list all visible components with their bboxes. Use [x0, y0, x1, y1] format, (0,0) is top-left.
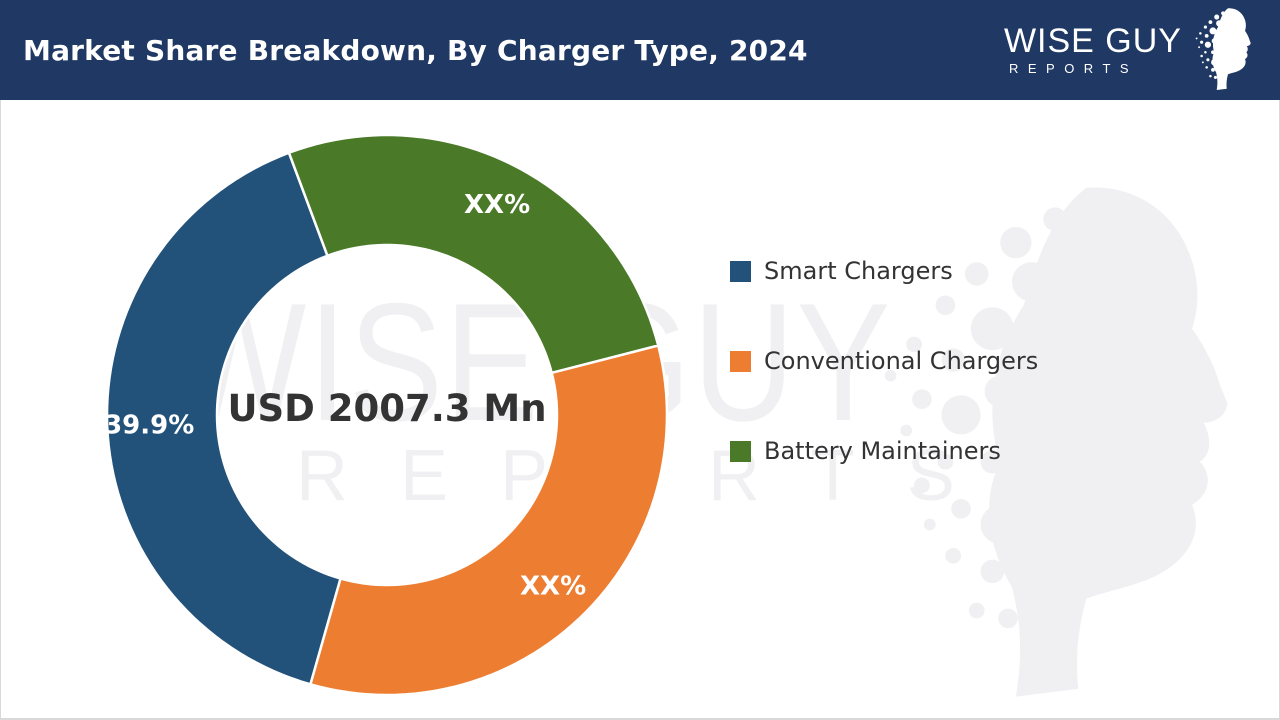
legend-item-battery-maintainers: Battery Maintainers: [730, 437, 1038, 465]
slice-label-conventional-chargers: XX%: [520, 572, 586, 602]
brand-logo: WISE GUY REPORTS: [1004, 0, 1262, 100]
header: Market Share Breakdown, By Charger Type,…: [0, 0, 1280, 100]
donut-center-value: USD 2007.3 Mn: [227, 387, 546, 430]
legend-label: Smart Chargers: [764, 257, 953, 285]
legend-item-conventional-chargers: Conventional Chargers: [730, 347, 1039, 375]
slice-label-battery-maintainers: XX%: [464, 190, 530, 220]
chart-legend: Smart Chargers Conventional Chargers Bat…: [730, 257, 1039, 530]
brand-logo-text: WISE GUY REPORTS: [1003, 22, 1182, 76]
wise-guy-face-icon: [1195, 8, 1251, 90]
page-title: Market Share Breakdown, By Charger Type,…: [23, 33, 808, 67]
legend-label: Battery Maintainers: [764, 437, 1001, 465]
legend-swatch-icon: [730, 260, 751, 282]
legend-item-smart-chargers: Smart Chargers: [730, 257, 1038, 285]
donut-chart: 39.9% XX% XX% USD 2007.3 Mn: [104, 133, 669, 697]
brand-subname: REPORTS: [1008, 60, 1139, 76]
legend-swatch-icon: [730, 350, 751, 372]
legend-label: Conventional Chargers: [764, 347, 1039, 375]
legend-swatch-icon: [730, 440, 751, 462]
slice-label-smart-chargers: 39.9%: [104, 411, 194, 441]
report-canvas: WISE GUY REPORTS 39.9%XX%XX%USD 2007.3 M…: [0, 100, 1280, 720]
donut-segment-battery-maintainers: [287, 133, 660, 375]
brand-name: WISE GUY: [1003, 22, 1182, 61]
